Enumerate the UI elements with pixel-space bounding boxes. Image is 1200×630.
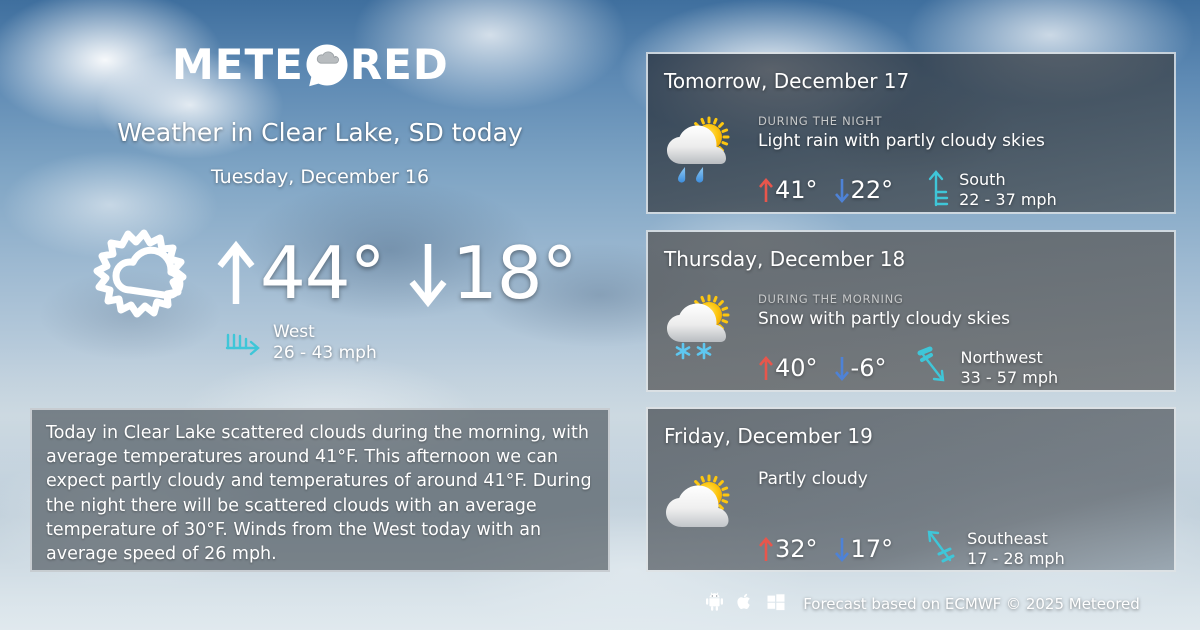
today-high-value: 44°: [260, 231, 386, 315]
forecast-card[interactable]: Thursday, December 18: [646, 230, 1176, 392]
forecast-wind-direction: Northwest: [960, 348, 1043, 367]
page-title: Weather in Clear Lake, SD today: [117, 118, 523, 147]
forecast-high: 41°: [758, 176, 818, 204]
forecast-low-value: 17°: [850, 535, 894, 563]
logo-text-left: METE: [172, 40, 304, 89]
forecast-high: 32°: [758, 535, 818, 563]
forecast-wind-text: Southeast 17 - 28 mph: [967, 529, 1065, 569]
forecast-low: -6°: [834, 354, 887, 382]
sun-behind-cloud-outline-icon: [84, 224, 204, 334]
today-low-temp: 18°: [406, 218, 578, 328]
forecast-high-value: 41°: [775, 176, 818, 204]
forecast-metrics: 40° -6°: [758, 346, 1168, 390]
windows-icon[interactable]: [767, 593, 785, 615]
forecast-wind-speed: 33 - 57 mph: [960, 368, 1059, 387]
wind-arrow-south-icon: [923, 168, 949, 212]
forecast-wind-text: Northwest 33 - 57 mph: [960, 348, 1058, 388]
today-date: Tuesday, December 16: [210, 166, 430, 188]
forecast-wind: South 22 - 37 mph: [923, 168, 1057, 212]
forecast-temps: 40° -6°: [758, 354, 902, 382]
today-wind-direction: West: [273, 322, 315, 342]
sun-cloud-icon: [662, 471, 742, 543]
forecast-wind: Southeast 17 - 28 mph: [923, 527, 1065, 570]
today-wind-speed: 26 - 43 mph: [273, 343, 377, 364]
forecast-body: DURING THE MORNING Snow with partly clou…: [758, 292, 1166, 329]
forecast-high: 40°: [758, 354, 818, 382]
card-overlay: [648, 232, 1174, 390]
forecast-body: Partly cloudy: [758, 469, 1166, 489]
sun-cloud-rain-icon: [662, 116, 742, 188]
today-wind: West 26 - 43 mph: [224, 322, 377, 365]
forecast-day-label: Thursday, December 18: [664, 247, 906, 271]
today-wind-text: West 26 - 43 mph: [273, 322, 377, 365]
forecast-wind: Northwest 33 - 57 mph: [916, 346, 1058, 390]
forecast-metrics: 32° 17°: [758, 527, 1168, 570]
today-high-temp: 44°: [214, 218, 386, 328]
meteored-logo[interactable]: METE RED: [172, 42, 449, 88]
today-low-value: 18°: [452, 231, 578, 315]
card-overlay: [648, 409, 1174, 570]
forecast-temps: 41° 22°: [758, 176, 909, 204]
today-description: Today in Clear Lake scattered clouds dur…: [30, 408, 610, 572]
wind-arrow-northwest-icon: [916, 346, 950, 390]
forecast-low: 17°: [834, 535, 894, 563]
forecast-low: 22°: [834, 176, 894, 204]
logo-text-right: RED: [349, 40, 449, 89]
footer: Forecast based on ECMWF © 2025 Meteored: [646, 592, 1200, 615]
forecast-low-value: -6°: [850, 354, 887, 382]
store-icons: [706, 592, 785, 615]
today-summary: 44° 18°: [0, 218, 640, 338]
today-panel: METE RED Weather in Clear Lake, SD today…: [0, 42, 640, 572]
sun-cloud-snow-icon: [662, 294, 742, 366]
forecast-period-label: DURING THE NIGHT: [758, 114, 883, 128]
apple-icon[interactable]: [737, 592, 753, 615]
cloud-speech-bubble-icon: [305, 43, 349, 87]
forecast-panel: Tomorrow, December 17: [646, 0, 1200, 630]
forecast-period-label: DURING THE MORNING: [758, 292, 904, 306]
forecast-body: DURING THE NIGHT Light rain with partly …: [758, 114, 1166, 151]
forecast-card[interactable]: Friday, December 19: [646, 407, 1176, 572]
forecast-card[interactable]: Tomorrow, December 17: [646, 52, 1176, 214]
wind-arrow-southeast-icon: [923, 527, 957, 570]
forecast-condition: Snow with partly cloudy skies: [758, 309, 1011, 329]
forecast-wind-speed: 17 - 28 mph: [967, 549, 1065, 568]
forecast-wind-direction: Southeast: [967, 529, 1048, 548]
forecast-wind-speed: 22 - 37 mph: [959, 190, 1057, 209]
footer-note: Forecast based on ECMWF © 2025 Meteored: [803, 594, 1140, 613]
forecast-day-label: Friday, December 19: [664, 424, 873, 448]
forecast-high-value: 32°: [775, 535, 818, 563]
forecast-high-value: 40°: [775, 354, 818, 382]
card-overlay: [648, 54, 1174, 212]
forecast-wind-direction: South: [959, 170, 1006, 189]
android-icon[interactable]: [706, 592, 724, 615]
forecast-temps: 32° 17°: [758, 535, 909, 563]
wind-arrow-west-icon: [224, 326, 264, 360]
forecast-day-label: Tomorrow, December 17: [664, 69, 910, 93]
forecast-wind-text: South 22 - 37 mph: [959, 170, 1057, 210]
forecast-condition: Partly cloudy: [758, 469, 868, 489]
forecast-low-value: 22°: [850, 176, 894, 204]
forecast-condition: Light rain with partly cloudy skies: [758, 131, 1045, 151]
forecast-metrics: 41° 22°: [758, 168, 1168, 212]
